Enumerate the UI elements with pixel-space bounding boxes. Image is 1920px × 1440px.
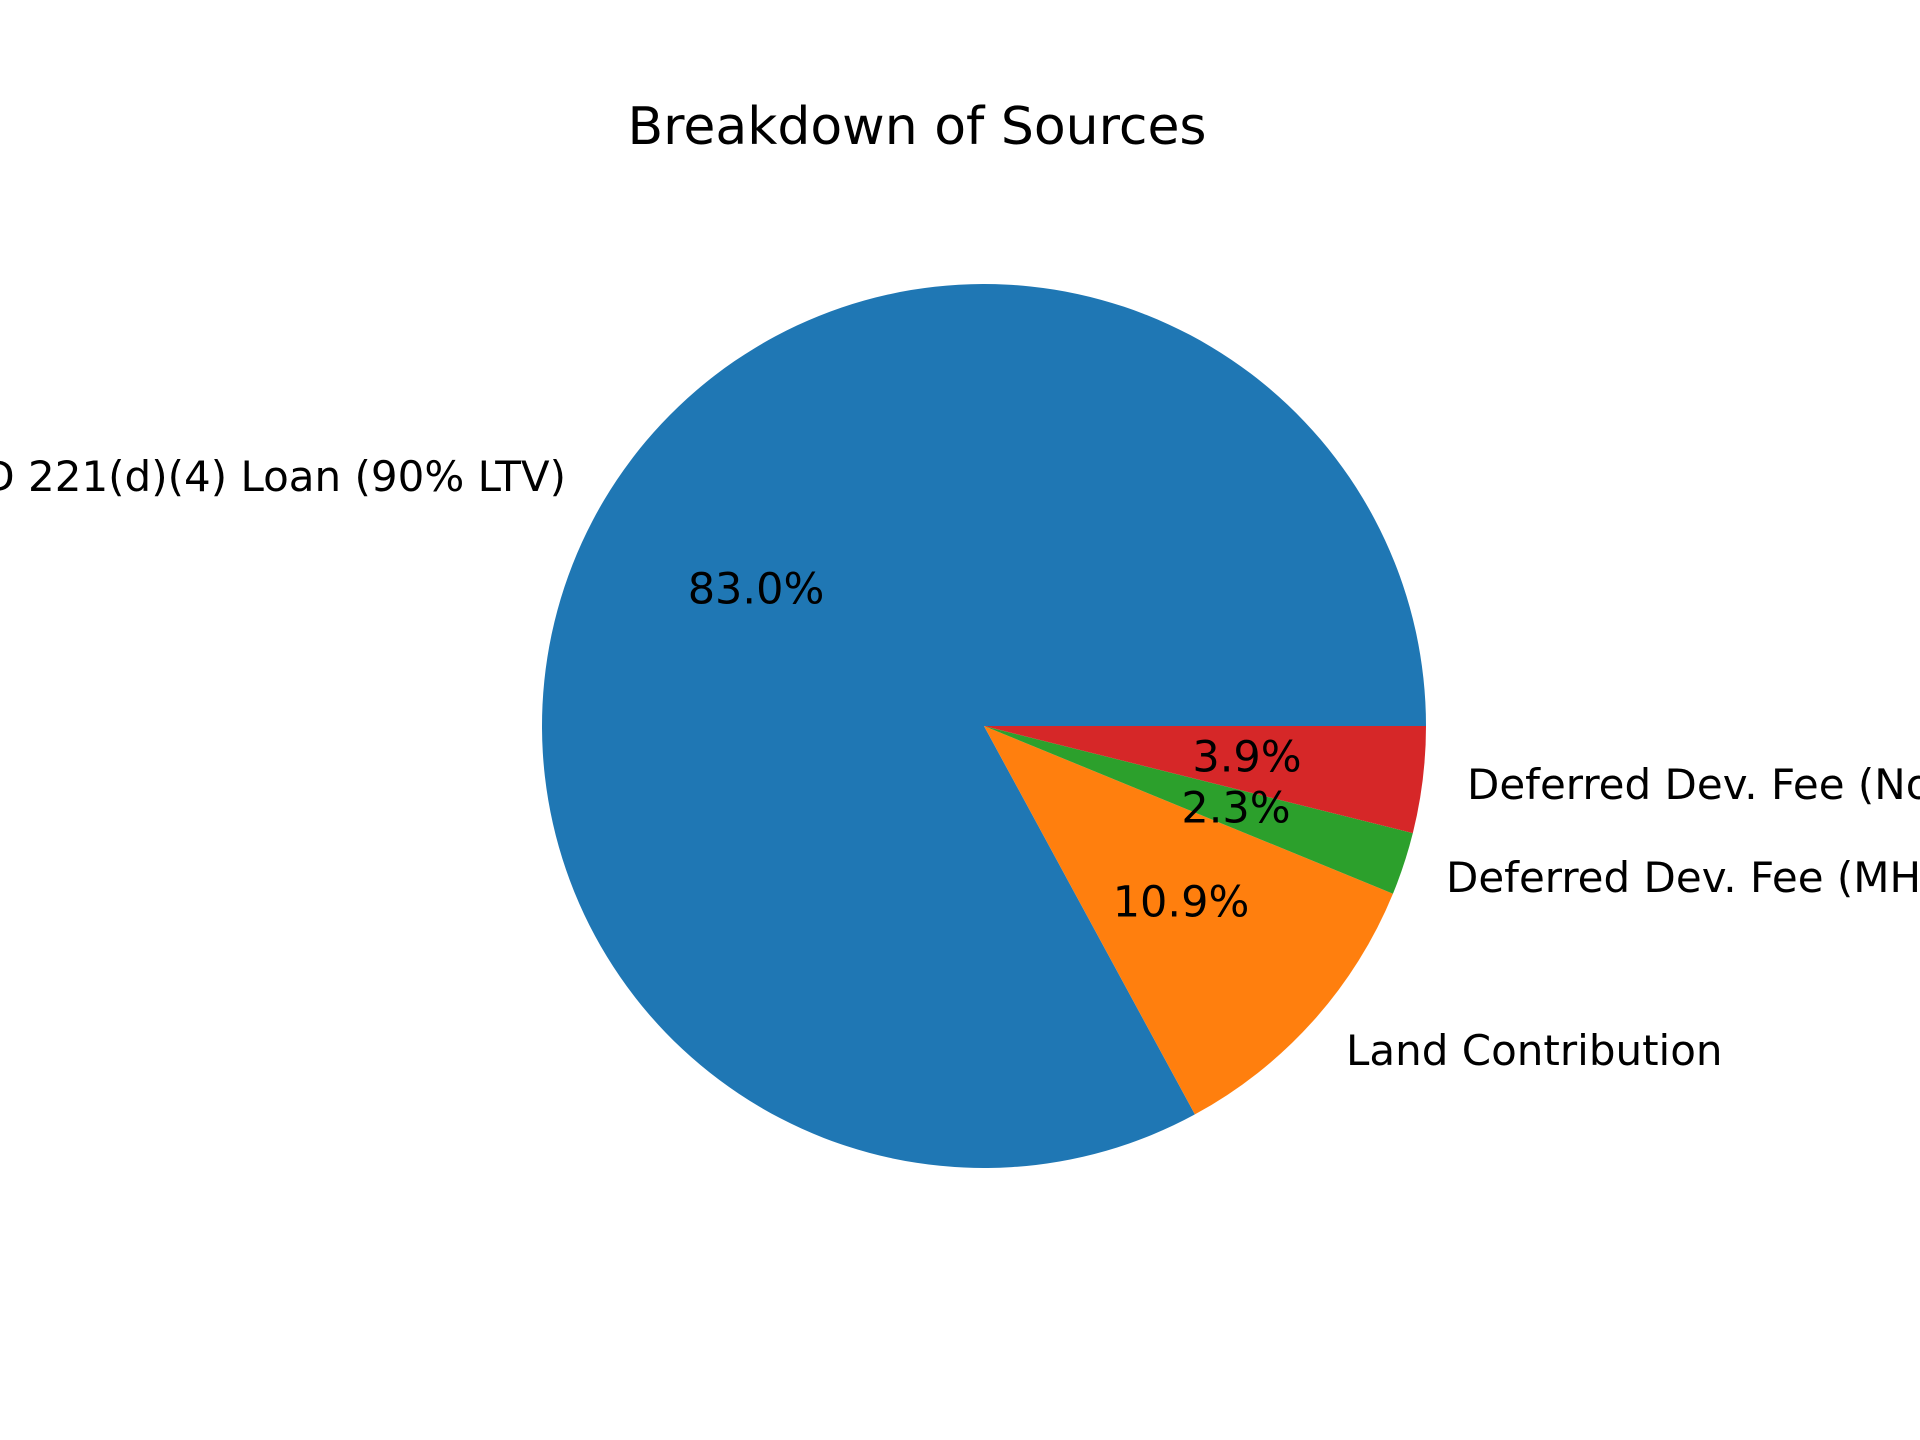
pct-label-deferred-dev-fee-mh: 2.3%	[1181, 783, 1291, 834]
pie-slice-land-contribution	[984, 726, 1393, 1115]
slice-label-deferred-dev-fee-mh: Deferred Dev. Fee (MH	[1446, 853, 1920, 902]
slice-label-land-contribution: Land Contribution	[1346, 1026, 1723, 1075]
slice-label-d-221-d-4-loan-90-ltv: D 221(d)(4) Loan (90% LTV)	[0, 452, 566, 501]
pie-slice-deferred-dev-fee-mh	[984, 726, 1413, 894]
pie-slice-deferred-dev-fee-no	[984, 726, 1426, 834]
slice-label-deferred-dev-fee-no: Deferred Dev. Fee (No	[1467, 760, 1920, 809]
pct-label-land-contribution: 10.9%	[1112, 877, 1250, 928]
chart-title: Breakdown of Sources	[627, 97, 1207, 157]
pie-slice-d-221-d-4-loan-90-ltv	[542, 283, 1426, 1168]
pct-label-d-221-d-4-loan-90-ltv: 83.0%	[687, 564, 825, 615]
pct-label-deferred-dev-fee-no: 3.9%	[1192, 732, 1302, 783]
